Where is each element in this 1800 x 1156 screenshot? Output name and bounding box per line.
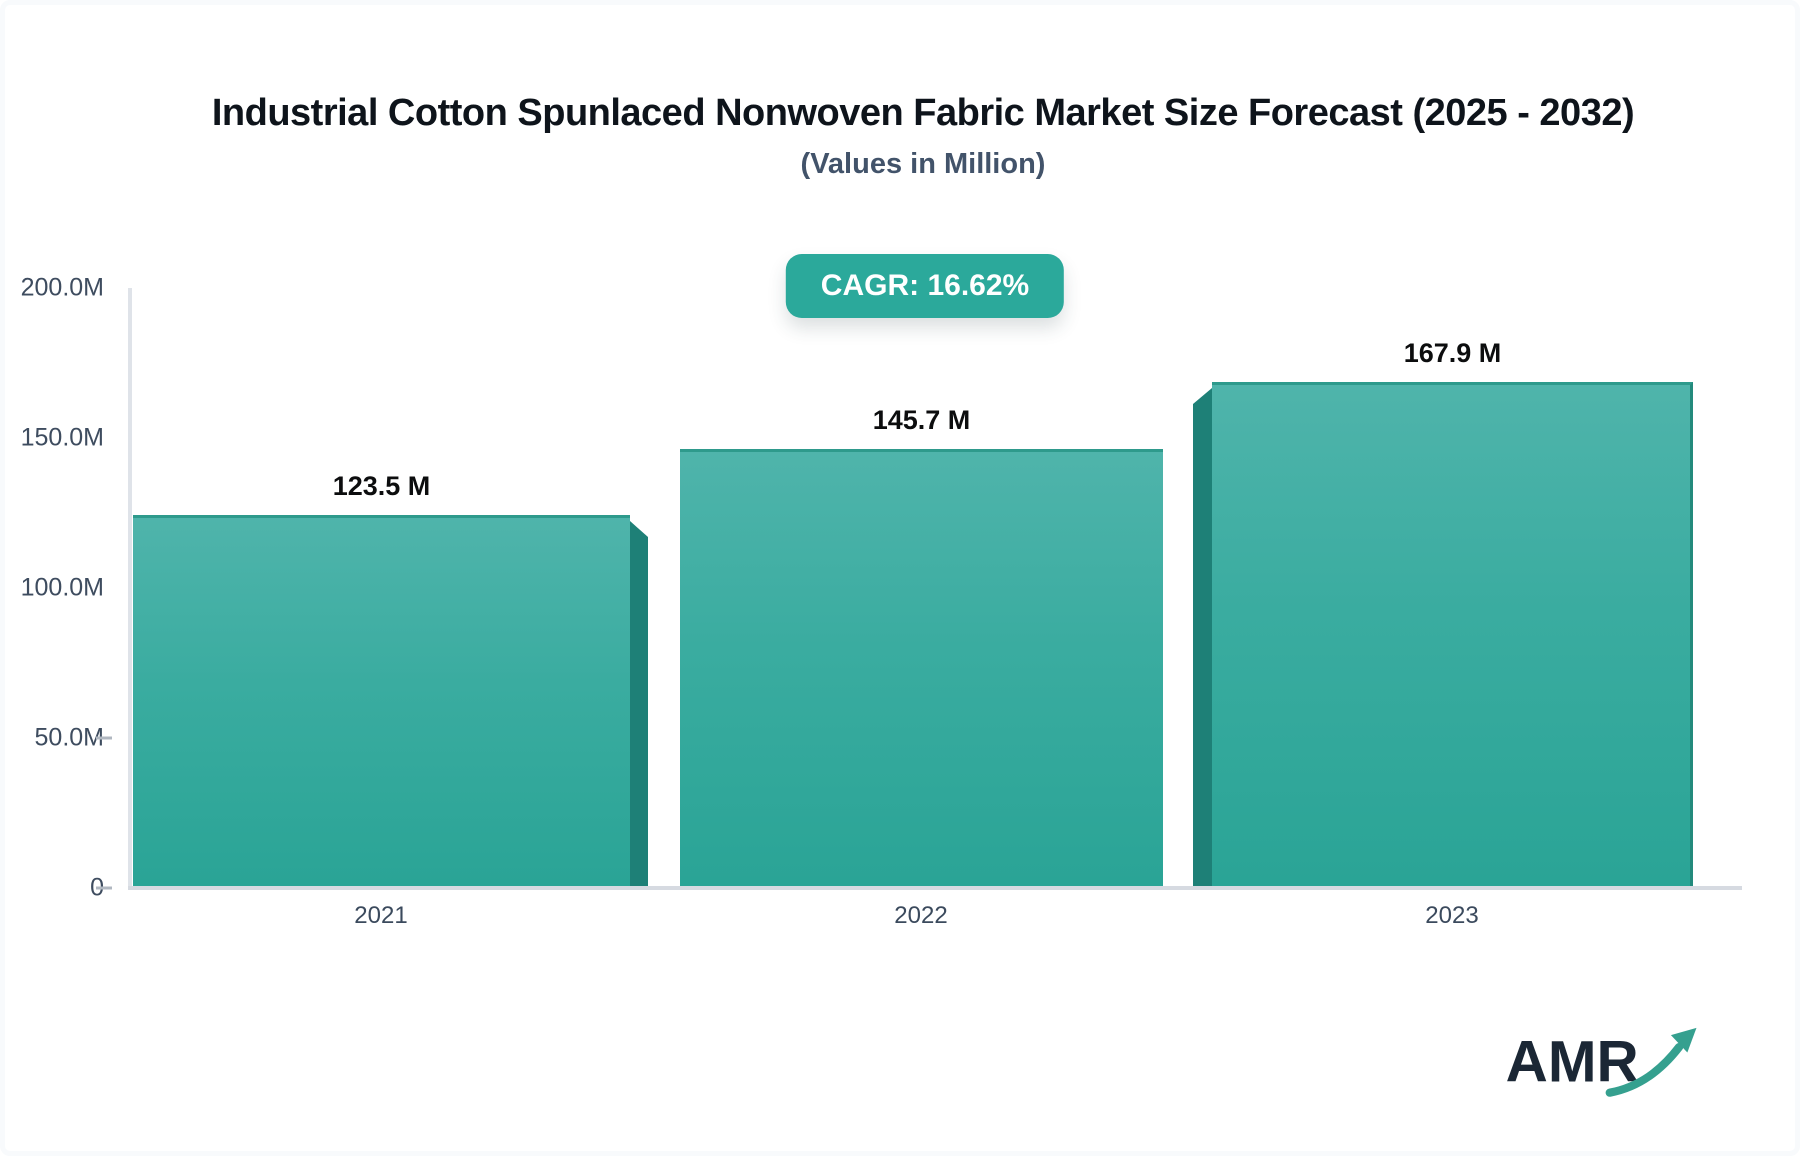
growth-arrow-icon <box>1605 1027 1697 1097</box>
bar-2022: 145.7 M <box>680 405 1163 886</box>
y-axis-line <box>128 288 132 888</box>
x-tick-label-2022: 2022 <box>894 902 948 929</box>
bar-face <box>1212 382 1693 886</box>
chart-title: Industrial Cotton Spunlaced Nonwoven Fab… <box>211 92 1635 134</box>
y-tick-label-0: 0 <box>0 874 104 903</box>
y-tick-label-50m: 50.0M <box>34 723 104 752</box>
x-tick-label-2021: 2021 <box>354 902 408 929</box>
y-tick-label-150m: 150.0M <box>20 423 104 452</box>
bar-value-label: 145.7 M <box>872 405 971 435</box>
amr-logo: AMR <box>1506 1027 1697 1097</box>
bar-side-shadow <box>1193 388 1212 886</box>
y-tick-label-200m: 200.0M <box>20 273 104 302</box>
bar-face <box>133 515 630 886</box>
cagr-badge: CAGR: 16.62% <box>785 254 1065 318</box>
bar-value-label: 167.9 M <box>1403 338 1502 368</box>
bar-face <box>680 449 1163 886</box>
tick-mark <box>96 736 112 740</box>
bar-2021: 123.5 M <box>133 471 648 886</box>
logo-text: AMR <box>1506 1030 1639 1095</box>
x-tick-label-2023: 2023 <box>1425 902 1479 929</box>
chart-subtitle: (Values in Million) <box>800 148 1046 180</box>
x-axis-line <box>128 886 1742 890</box>
bar-value-label: 123.5 M <box>332 471 431 501</box>
bar-side-shadow <box>630 521 648 886</box>
tick-mark <box>96 886 112 890</box>
bar-2023: 167.9 M <box>1193 338 1693 886</box>
y-tick-label-100m: 100.0M <box>20 573 104 602</box>
